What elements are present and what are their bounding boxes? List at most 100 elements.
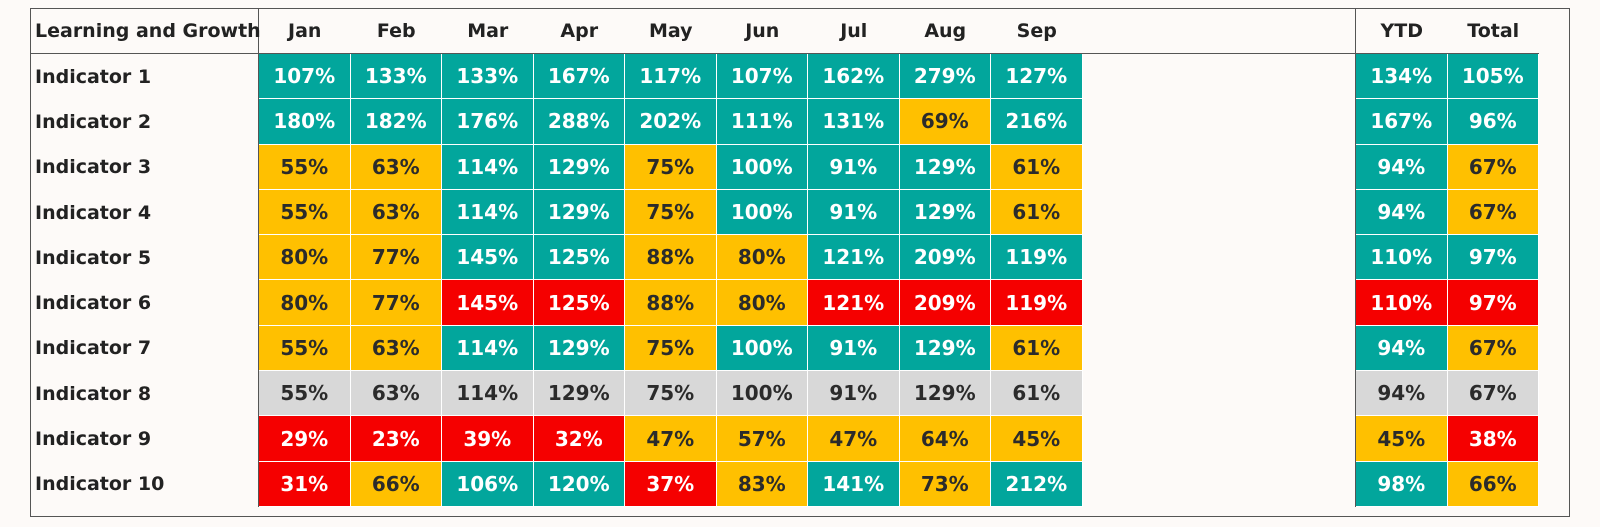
- header-total: Total: [1447, 9, 1539, 54]
- row-spacer: [1083, 144, 1356, 190]
- scorecard-grid: Learning and Growth Jan Feb Mar Apr May Jun Jul…: [31, 9, 1539, 507]
- value-cell-indicator-3-jul: 91%: [808, 144, 900, 190]
- value-cell-indicator-5-aug: 209%: [899, 235, 991, 281]
- value-cell-indicator-6-jul: 121%: [808, 280, 900, 326]
- value-cell-indicator-6-sep: 119%: [991, 280, 1083, 326]
- value-cell-indicator-10-feb: 66%: [350, 461, 442, 507]
- total-cell-indicator-8: 67%: [1447, 371, 1539, 417]
- value-cell-indicator-9-mar: 39%: [442, 416, 534, 462]
- value-cell-indicator-3-may: 75%: [625, 144, 717, 190]
- value-cell-indicator-2-sep: 216%: [991, 99, 1083, 145]
- value-cell-indicator-2-feb: 182%: [350, 99, 442, 145]
- value-cell-indicator-3-mar: 114%: [442, 144, 534, 190]
- value-cell-indicator-1-may: 117%: [625, 54, 717, 100]
- value-cell-indicator-4-sep: 61%: [991, 189, 1083, 236]
- value-cell-indicator-2-jul: 131%: [808, 99, 900, 145]
- row-label-indicator-8: Indicator 8: [31, 371, 259, 417]
- value-cell-indicator-9-sep: 45%: [991, 416, 1083, 462]
- value-cell-indicator-7-jun: 100%: [716, 325, 808, 372]
- value-cell-indicator-8-jul: 91%: [808, 371, 900, 417]
- value-cell-indicator-1-jun: 107%: [716, 54, 808, 100]
- value-cell-indicator-2-apr: 288%: [533, 99, 625, 145]
- total-cell-indicator-3: 67%: [1447, 144, 1539, 190]
- row-spacer: [1083, 371, 1356, 417]
- row-label-indicator-9: Indicator 9: [31, 416, 259, 462]
- value-cell-indicator-5-jun: 80%: [716, 235, 808, 281]
- row-spacer: [1083, 54, 1356, 100]
- row-spacer: [1083, 461, 1356, 507]
- header-month-apr: Apr: [533, 9, 625, 54]
- value-cell-indicator-4-mar: 114%: [442, 189, 534, 236]
- value-cell-indicator-5-may: 88%: [625, 235, 717, 281]
- total-cell-indicator-5: 97%: [1447, 235, 1539, 281]
- value-cell-indicator-10-jun: 83%: [716, 461, 808, 507]
- row-spacer: [1083, 189, 1356, 236]
- value-cell-indicator-3-jun: 100%: [716, 144, 808, 190]
- value-cell-indicator-10-mar: 106%: [442, 461, 534, 507]
- value-cell-indicator-7-jul: 91%: [808, 325, 900, 372]
- header-spacer: [1082, 9, 1356, 54]
- ytd-cell-indicator-10: 98%: [1356, 461, 1448, 507]
- value-cell-indicator-2-may: 202%: [625, 99, 717, 145]
- value-cell-indicator-7-may: 75%: [625, 325, 717, 372]
- row-label-indicator-3: Indicator 3: [31, 144, 259, 190]
- value-cell-indicator-4-jun: 100%: [716, 189, 808, 236]
- value-cell-indicator-5-jan: 80%: [259, 235, 351, 281]
- header-month-may: May: [625, 9, 717, 54]
- row-label-indicator-1: Indicator 1: [31, 54, 259, 100]
- value-cell-indicator-8-jan: 55%: [259, 371, 351, 417]
- value-cell-indicator-6-jan: 80%: [259, 280, 351, 326]
- value-cell-indicator-3-jan: 55%: [259, 144, 351, 190]
- header-month-feb: Feb: [350, 9, 442, 54]
- value-cell-indicator-2-jan: 180%: [259, 99, 351, 145]
- row-label-indicator-6: Indicator 6: [31, 280, 259, 326]
- header-ytd: YTD: [1356, 9, 1448, 54]
- value-cell-indicator-7-sep: 61%: [991, 325, 1083, 372]
- value-cell-indicator-9-jan: 29%: [259, 416, 351, 462]
- header-month-aug: Aug: [899, 9, 991, 54]
- total-cell-indicator-1: 105%: [1447, 54, 1539, 100]
- value-cell-indicator-1-mar: 133%: [442, 54, 534, 100]
- header-month-jun: Jun: [716, 9, 808, 54]
- row-spacer: [1083, 99, 1356, 145]
- value-cell-indicator-10-apr: 120%: [533, 461, 625, 507]
- total-cell-indicator-10: 66%: [1447, 461, 1539, 507]
- value-cell-indicator-3-apr: 129%: [533, 144, 625, 190]
- value-cell-indicator-1-jul: 162%: [808, 54, 900, 100]
- total-cell-indicator-9: 38%: [1447, 416, 1539, 462]
- value-cell-indicator-7-aug: 129%: [899, 325, 991, 372]
- value-cell-indicator-7-mar: 114%: [442, 325, 534, 372]
- value-cell-indicator-8-apr: 129%: [533, 371, 625, 417]
- value-cell-indicator-1-jan: 107%: [259, 54, 351, 100]
- row-spacer: [1083, 235, 1356, 281]
- value-cell-indicator-4-apr: 129%: [533, 189, 625, 236]
- header-month-mar: Mar: [442, 9, 534, 54]
- value-cell-indicator-1-aug: 279%: [899, 54, 991, 100]
- value-cell-indicator-2-mar: 176%: [442, 99, 534, 145]
- value-cell-indicator-3-feb: 63%: [350, 144, 442, 190]
- value-cell-indicator-5-mar: 145%: [442, 235, 534, 281]
- row-label-indicator-7: Indicator 7: [31, 325, 259, 372]
- value-cell-indicator-10-jul: 141%: [808, 461, 900, 507]
- value-cell-indicator-8-sep: 61%: [991, 371, 1083, 417]
- ytd-cell-indicator-4: 94%: [1356, 189, 1448, 236]
- value-cell-indicator-9-aug: 64%: [899, 416, 991, 462]
- ytd-cell-indicator-5: 110%: [1356, 235, 1448, 281]
- value-cell-indicator-5-apr: 125%: [533, 235, 625, 281]
- value-cell-indicator-1-feb: 133%: [350, 54, 442, 100]
- row-spacer: [1083, 280, 1356, 326]
- value-cell-indicator-8-aug: 129%: [899, 371, 991, 417]
- value-cell-indicator-5-jul: 121%: [808, 235, 900, 281]
- ytd-cell-indicator-9: 45%: [1356, 416, 1448, 462]
- value-cell-indicator-9-jun: 57%: [716, 416, 808, 462]
- value-cell-indicator-10-sep: 212%: [991, 461, 1083, 507]
- header-month-sep: Sep: [991, 9, 1083, 54]
- value-cell-indicator-4-may: 75%: [625, 189, 717, 236]
- value-cell-indicator-6-feb: 77%: [350, 280, 442, 326]
- row-label-indicator-5: Indicator 5: [31, 235, 259, 281]
- value-cell-indicator-4-aug: 129%: [899, 189, 991, 236]
- total-cell-indicator-4: 67%: [1447, 189, 1539, 236]
- row-spacer: [1083, 416, 1356, 462]
- value-cell-indicator-8-jun: 100%: [716, 371, 808, 417]
- value-cell-indicator-10-may: 37%: [625, 461, 717, 507]
